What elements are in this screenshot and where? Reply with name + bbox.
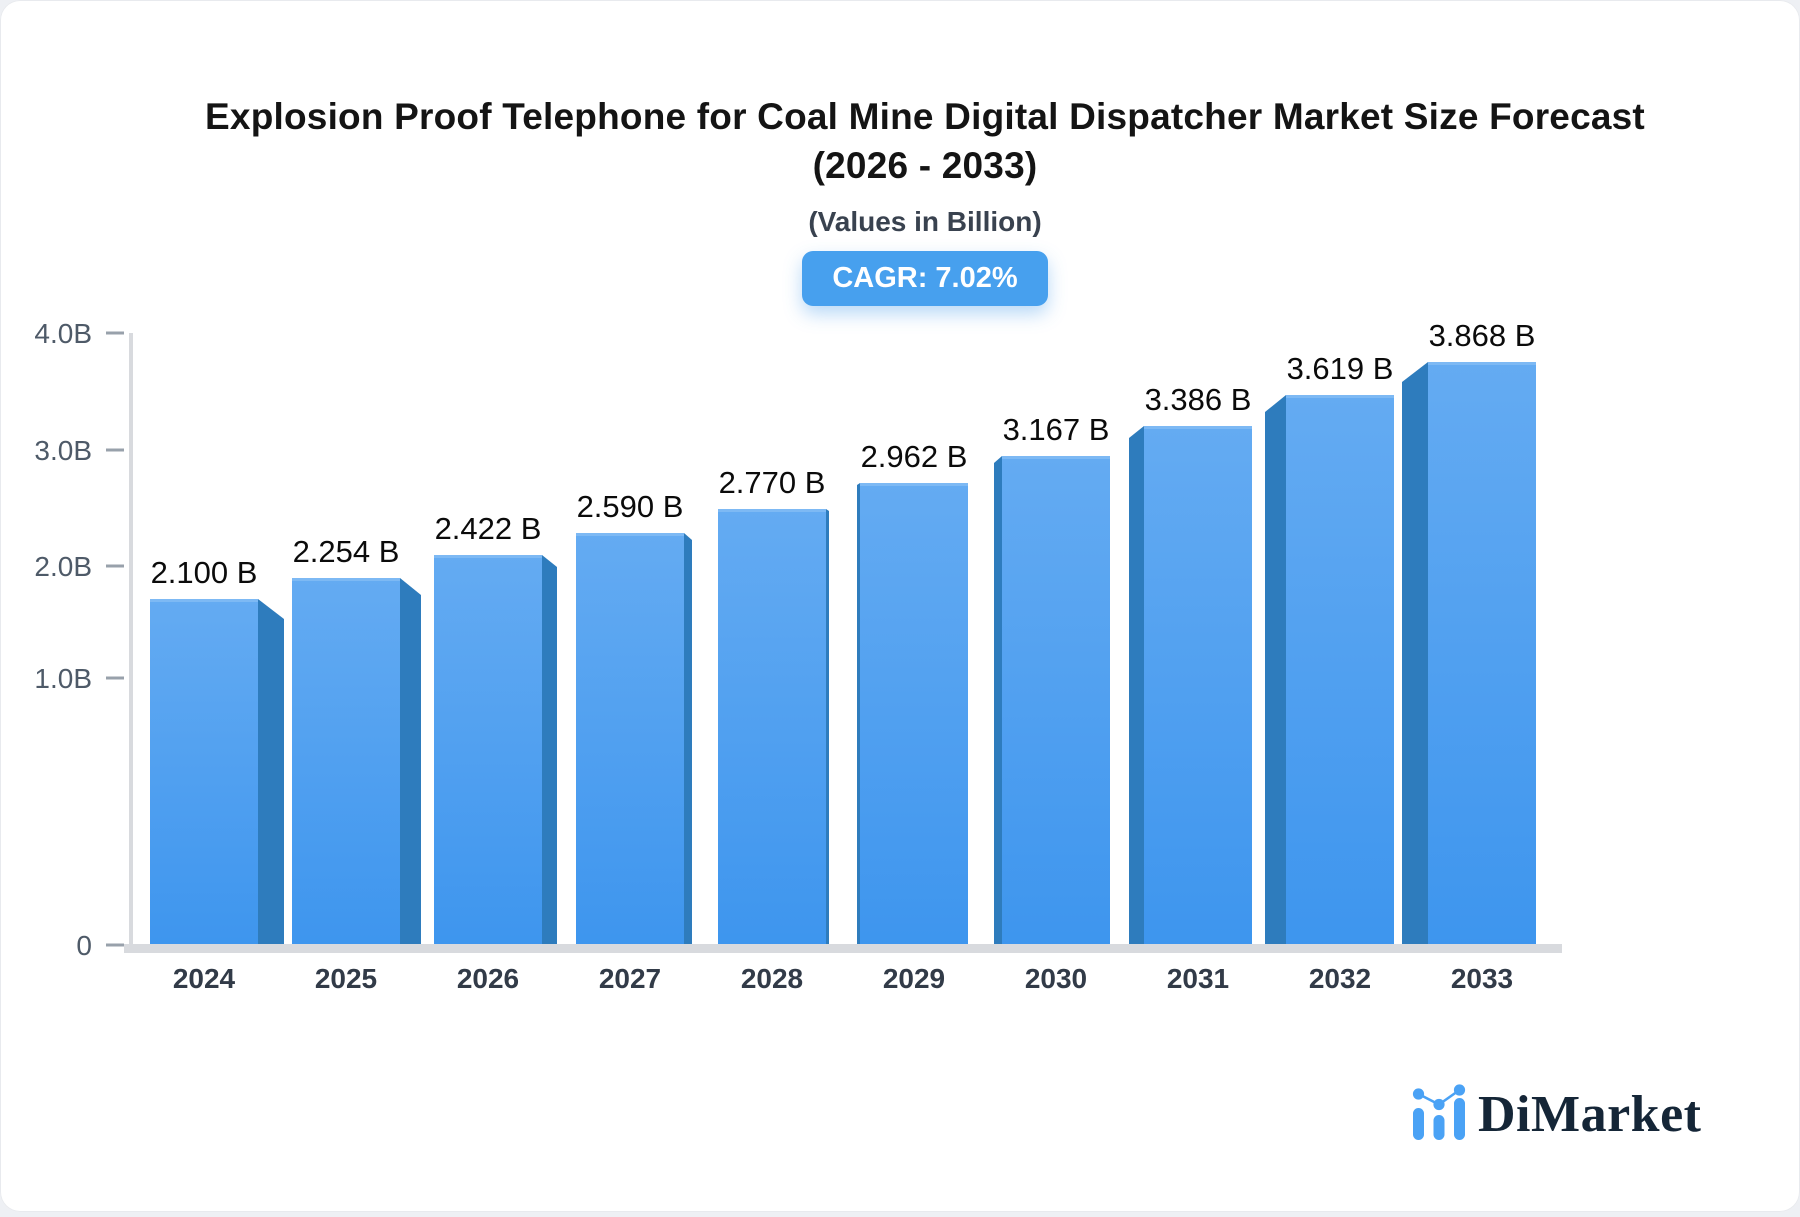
chart-labels: 2.100 B 2024 2.254 B 2025 2.422 B 2026 2.590 B… bbox=[151, 318, 1536, 994]
bar-front-face bbox=[1428, 362, 1536, 952]
brand-logo: DiMarket bbox=[1412, 1082, 1701, 1144]
chart-header: Explosion Proof Telephone for Coal Mine … bbox=[60, 92, 1790, 306]
bar-top-edge bbox=[434, 555, 542, 558]
bar-front-face bbox=[150, 599, 258, 952]
bar-side-face bbox=[258, 599, 284, 952]
bar[interactable] bbox=[292, 578, 421, 952]
bar[interactable] bbox=[857, 483, 968, 952]
bar-front-face bbox=[860, 483, 968, 952]
chart-subtitle: (Values in Billion) bbox=[808, 206, 1042, 237]
x-tick-label: 2033 bbox=[1451, 963, 1513, 994]
bar[interactable] bbox=[576, 533, 692, 952]
bar-top-edge bbox=[292, 578, 400, 581]
bar-side-face bbox=[857, 483, 860, 952]
x-tick-label: 2025 bbox=[315, 963, 377, 994]
bar[interactable] bbox=[718, 509, 829, 952]
bar[interactable] bbox=[1402, 362, 1536, 952]
bar-side-face bbox=[542, 555, 557, 952]
bar-side-face bbox=[684, 533, 692, 952]
x-axis-floor bbox=[124, 944, 1562, 953]
y-tick-label: 0 bbox=[76, 930, 92, 961]
bar-front-face bbox=[1144, 426, 1252, 952]
brand-name: DiMarket bbox=[1478, 1086, 1702, 1143]
x-axis-baseline bbox=[124, 944, 1562, 953]
bar[interactable] bbox=[1265, 395, 1394, 952]
x-tick-label: 2027 bbox=[599, 963, 661, 994]
y-tick-label: 4.0B bbox=[34, 318, 92, 349]
bar-value-label: 3.619 B bbox=[1287, 351, 1394, 386]
bar-side-face bbox=[826, 509, 829, 952]
bar-front-face bbox=[718, 509, 826, 952]
bar-front-face bbox=[292, 578, 400, 952]
bars-group bbox=[150, 362, 1536, 952]
x-tick-label: 2024 bbox=[173, 963, 236, 994]
bar-top-edge bbox=[1144, 426, 1252, 429]
bar-side-face bbox=[400, 578, 421, 952]
bar-top-edge bbox=[718, 509, 826, 512]
x-tick-label: 2030 bbox=[1025, 963, 1087, 994]
x-tick-label: 2026 bbox=[457, 963, 519, 994]
bar[interactable] bbox=[1129, 426, 1252, 952]
bar-value-label: 2.100 B bbox=[151, 555, 258, 590]
bar-value-label: 3.386 B bbox=[1145, 382, 1252, 417]
bar-value-label: 2.962 B bbox=[861, 439, 968, 474]
bar-top-edge bbox=[1002, 456, 1110, 459]
bar[interactable] bbox=[994, 456, 1110, 952]
bar-top-edge bbox=[150, 599, 258, 602]
y-tick-label: 3.0B bbox=[34, 435, 92, 466]
bar-value-label: 2.422 B bbox=[435, 511, 542, 546]
bar-value-label: 2.770 B bbox=[719, 465, 826, 500]
bar-top-edge bbox=[860, 483, 968, 486]
x-tick-label: 2032 bbox=[1309, 963, 1371, 994]
x-tick-label: 2029 bbox=[883, 963, 945, 994]
bar-side-face bbox=[994, 456, 1002, 952]
bar[interactable] bbox=[434, 555, 557, 952]
bar-value-label: 2.254 B bbox=[293, 534, 400, 569]
chart-title-line2: (2026 - 2033) bbox=[812, 145, 1038, 186]
bar-side-face bbox=[1402, 362, 1428, 952]
bar-front-face bbox=[1286, 395, 1394, 952]
bar-front-face bbox=[1002, 456, 1110, 952]
y-tick-label: 2.0B bbox=[34, 551, 92, 582]
x-tick-label: 2031 bbox=[1167, 963, 1229, 994]
y-tick-label: 1.0B bbox=[34, 663, 92, 694]
chart-title-line1: Explosion Proof Telephone for Coal Mine … bbox=[205, 96, 1645, 137]
bar-top-edge bbox=[576, 533, 684, 536]
bar-value-label: 2.590 B bbox=[577, 489, 684, 524]
bar-side-face bbox=[1265, 395, 1286, 952]
bar-front-face bbox=[434, 555, 542, 952]
y-axis: 4.0B 3.0B 2.0B 1.0B 0 bbox=[34, 318, 133, 961]
bar-value-label: 3.868 B bbox=[1429, 318, 1536, 353]
bar-top-edge bbox=[1428, 362, 1536, 365]
bar-chart-logo-icon bbox=[1412, 1084, 1466, 1140]
cagr-badge: CAGR: 7.02% bbox=[802, 251, 1048, 306]
bar-side-face bbox=[1129, 426, 1144, 952]
bar-value-label: 3.167 B bbox=[1003, 412, 1110, 447]
x-tick-label: 2028 bbox=[741, 963, 803, 994]
bar[interactable] bbox=[150, 599, 284, 952]
bar-front-face bbox=[576, 533, 684, 952]
bar-top-edge bbox=[1286, 395, 1394, 398]
